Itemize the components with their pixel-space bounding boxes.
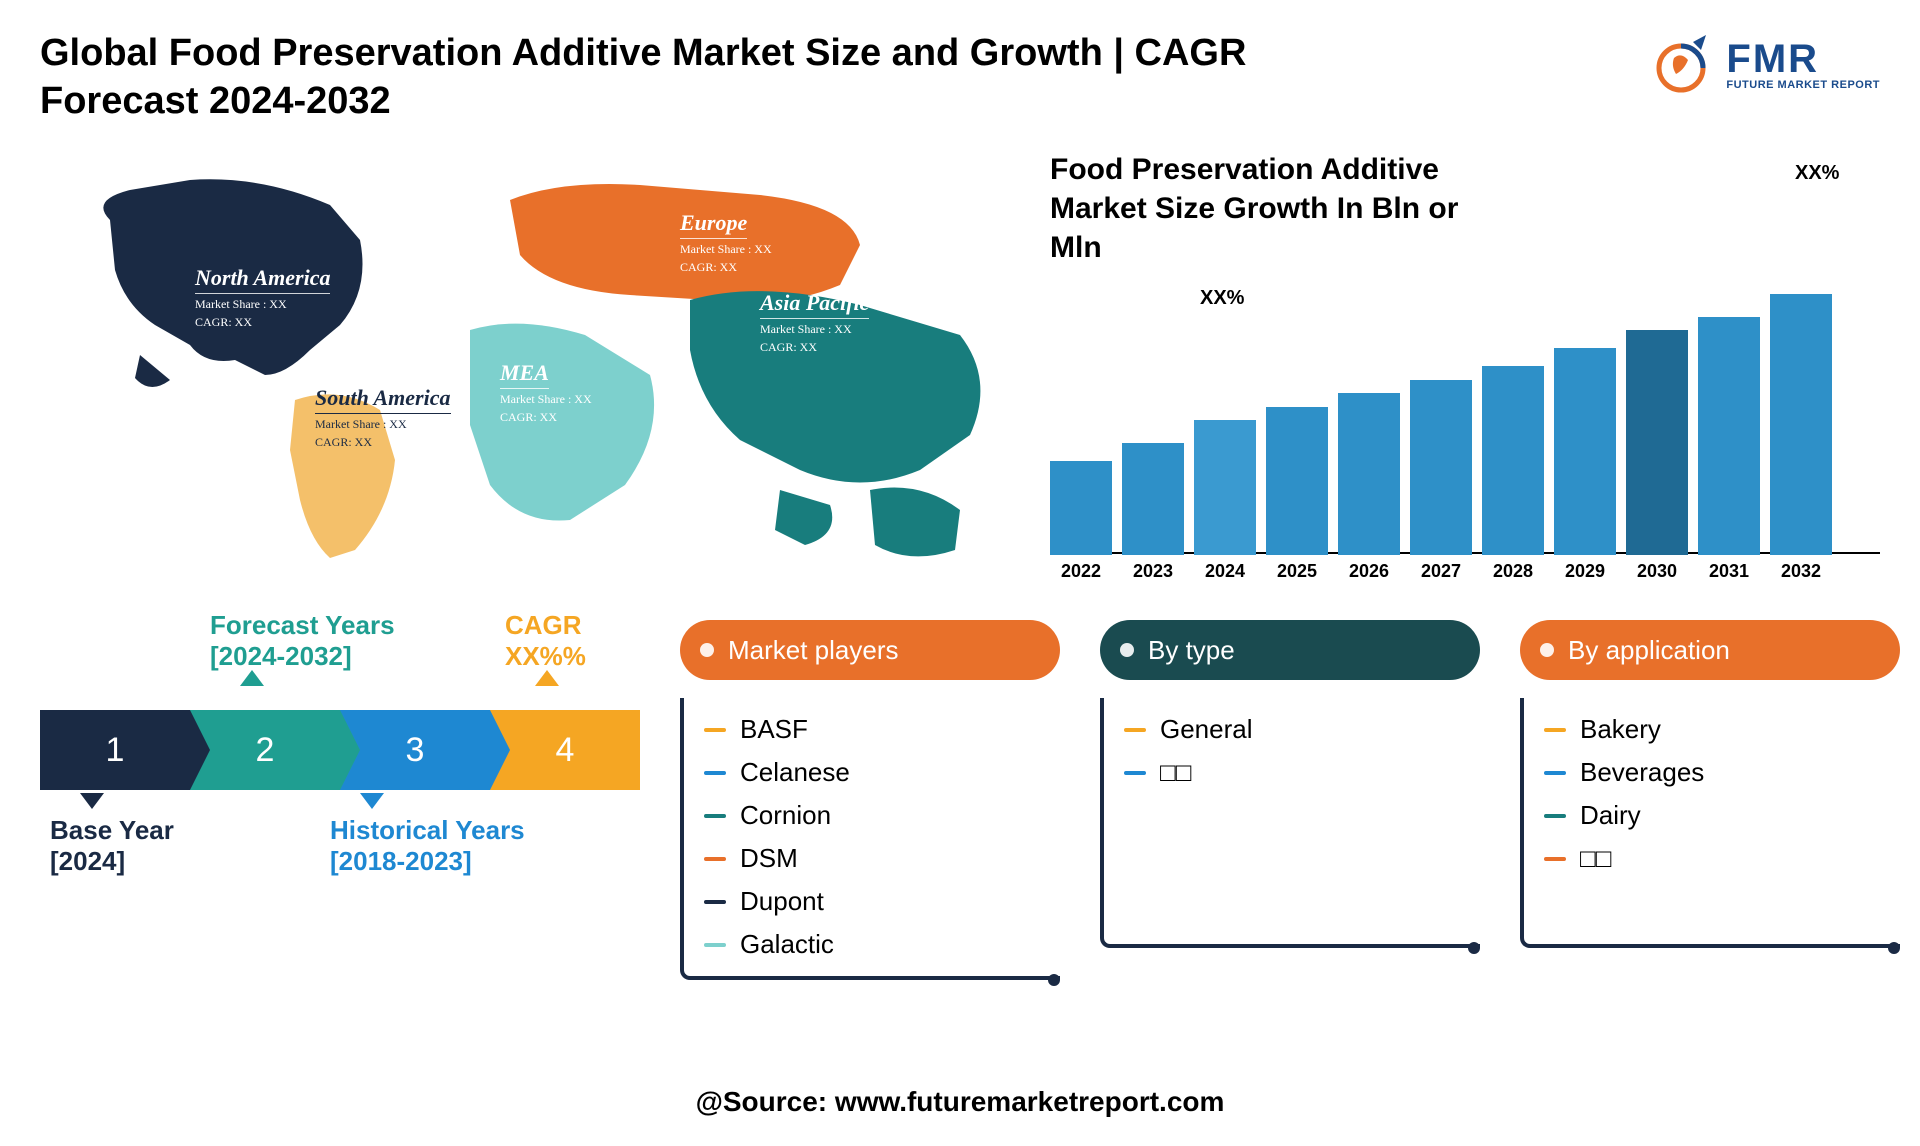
- list-item: □□: [1544, 837, 1900, 880]
- bar-2031: 2031: [1698, 317, 1760, 583]
- timeline-segment-4: 4: [490, 710, 640, 790]
- list-item: Celanese: [704, 751, 1060, 794]
- timeline-segment-2: 2: [190, 710, 340, 790]
- region-label-north_america: North AmericaMarket Share : XXCAGR: XX: [195, 265, 330, 330]
- logo-text-sub: FUTURE MARKET REPORT: [1726, 79, 1880, 91]
- bar-annotation-1: XX%: [1795, 162, 1839, 185]
- logo-text-main: FMR: [1726, 39, 1880, 79]
- bar-2025: 2025: [1266, 407, 1328, 583]
- list-item: General: [1124, 708, 1480, 751]
- category-market-players: Market players BASFCelaneseCornionDSMDup…: [680, 620, 1060, 980]
- list-item: Bakery: [1544, 708, 1900, 751]
- timeline-segment-3: 3: [340, 710, 490, 790]
- timeline-tag-2: Historical Years[2018-2023]: [330, 815, 525, 877]
- region-label-europe: EuropeMarket Share : XXCAGR: XX: [680, 210, 772, 275]
- bar-2023: 2023: [1122, 443, 1184, 583]
- list-item: Galactic: [704, 923, 1060, 966]
- bar-2032: 2032: [1770, 294, 1832, 582]
- source-attribution: @Source: www.futuremarketreport.com: [0, 1086, 1920, 1118]
- list-item: Dupont: [704, 880, 1060, 923]
- bar-2026: 2026: [1338, 393, 1400, 582]
- timeline-block: 1234 Base Year[2024]Forecast Years[2024-…: [40, 620, 640, 790]
- list-item: Dairy: [1544, 794, 1900, 837]
- bar-annotation-0: XX%: [1200, 287, 1244, 310]
- bar-2024: 2024: [1194, 420, 1256, 582]
- list-item: BASF: [704, 708, 1060, 751]
- list-item: Cornion: [704, 794, 1060, 837]
- list-item: □□: [1124, 751, 1480, 794]
- timeline-tag-1: Forecast Years[2024-2032]: [210, 610, 395, 672]
- timeline-tag-3: CAGRXX%%: [505, 610, 586, 672]
- region-label-mea: MEAMarket Share : XXCAGR: XX: [500, 360, 592, 425]
- category-header: By type: [1100, 620, 1480, 680]
- timeline-segment-1: 1: [40, 710, 190, 790]
- bar-2028: 2028: [1482, 366, 1544, 582]
- bar-2027: 2027: [1410, 380, 1472, 583]
- category-header: By application: [1520, 620, 1900, 680]
- growth-bar-chart: Food Preservation Additive Market Size G…: [1050, 150, 1880, 570]
- bar-2029: 2029: [1554, 348, 1616, 582]
- list-item: Beverages: [1544, 751, 1900, 794]
- regions-map: North AmericaMarket Share : XXCAGR: XX So…: [40, 150, 1020, 570]
- page-title: Global Food Preservation Additive Market…: [40, 30, 1390, 125]
- fmr-logo: FMR FUTURE MARKET REPORT: [1646, 30, 1880, 100]
- list-item: DSM: [704, 837, 1060, 880]
- logo-globe-icon: [1646, 30, 1716, 100]
- chart-title: Food Preservation Additive Market Size G…: [1050, 150, 1470, 267]
- category-by-type: By type General□□: [1100, 620, 1480, 980]
- bar-2022: 2022: [1050, 461, 1112, 583]
- category-header: Market players: [680, 620, 1060, 680]
- region-label-south_america: South AmericaMarket Share : XXCAGR: XX: [315, 385, 451, 450]
- timeline-tag-0: Base Year[2024]: [50, 815, 174, 877]
- region-label-asia_pacific: Asia PacificMarket Share : XXCAGR: XX: [760, 290, 869, 355]
- category-by-application: By application BakeryBeveragesDairy□□: [1520, 620, 1900, 980]
- bar-2030: 2030: [1626, 330, 1688, 582]
